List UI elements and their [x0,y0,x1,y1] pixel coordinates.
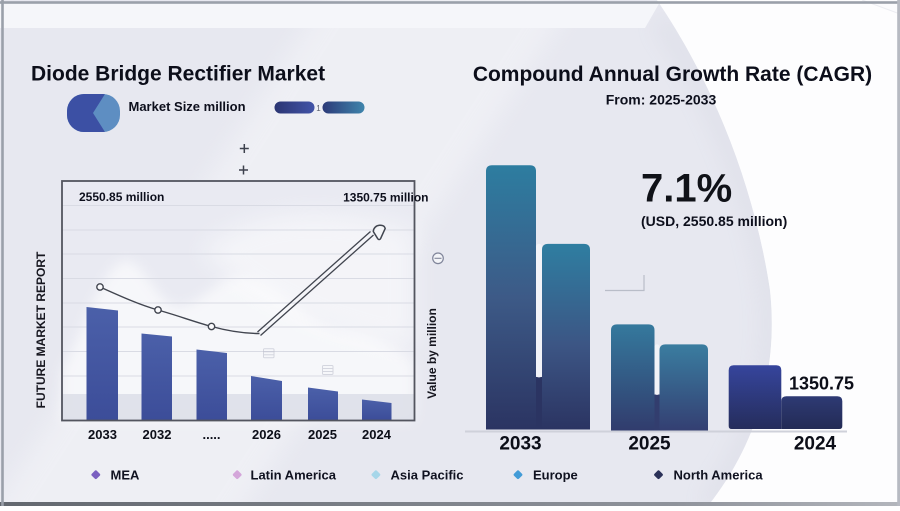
svg-text:7.1%: 7.1% [641,167,732,211]
svg-text:MEA: MEA [111,468,141,483]
svg-text:1: 1 [316,104,321,113]
svg-text:1350.75 million: 1350.75 million [343,191,428,205]
svg-text:Europe: Europe [533,468,578,483]
svg-text:(USD, 2550.85 million): (USD, 2550.85 million) [641,213,787,229]
svg-text:2025: 2025 [628,434,671,455]
svg-text:2026: 2026 [252,427,281,442]
svg-text:Market Size million: Market Size million [129,99,246,114]
svg-text:2033: 2033 [499,434,541,455]
svg-text:FUTURE MARKET REPORT: FUTURE MARKET REPORT [34,251,48,408]
svg-text:1350.75: 1350.75 [789,374,854,394]
svg-text:From: 2025-2033: From: 2025-2033 [606,92,717,108]
svg-text:2024: 2024 [794,434,837,455]
svg-text:Compound Annual Growth Rate (C: Compound Annual Growth Rate (CAGR) [473,63,872,86]
svg-text:Diode Bridge Rectifier Market: Diode Bridge Rectifier Market [31,63,325,86]
svg-text:Latin America: Latin America [251,468,337,483]
svg-text:2550.85 million: 2550.85 million [79,190,164,204]
svg-text:Asia Pacific: Asia Pacific [391,468,464,483]
svg-text:2033: 2033 [88,427,117,442]
svg-text:Value by million: Value by million [425,308,439,399]
svg-text:North America: North America [674,468,764,483]
svg-text:2024: 2024 [362,427,392,442]
svg-text:2032: 2032 [143,427,172,442]
svg-text:.....: ..... [202,427,220,442]
svg-text:2025: 2025 [308,427,337,442]
